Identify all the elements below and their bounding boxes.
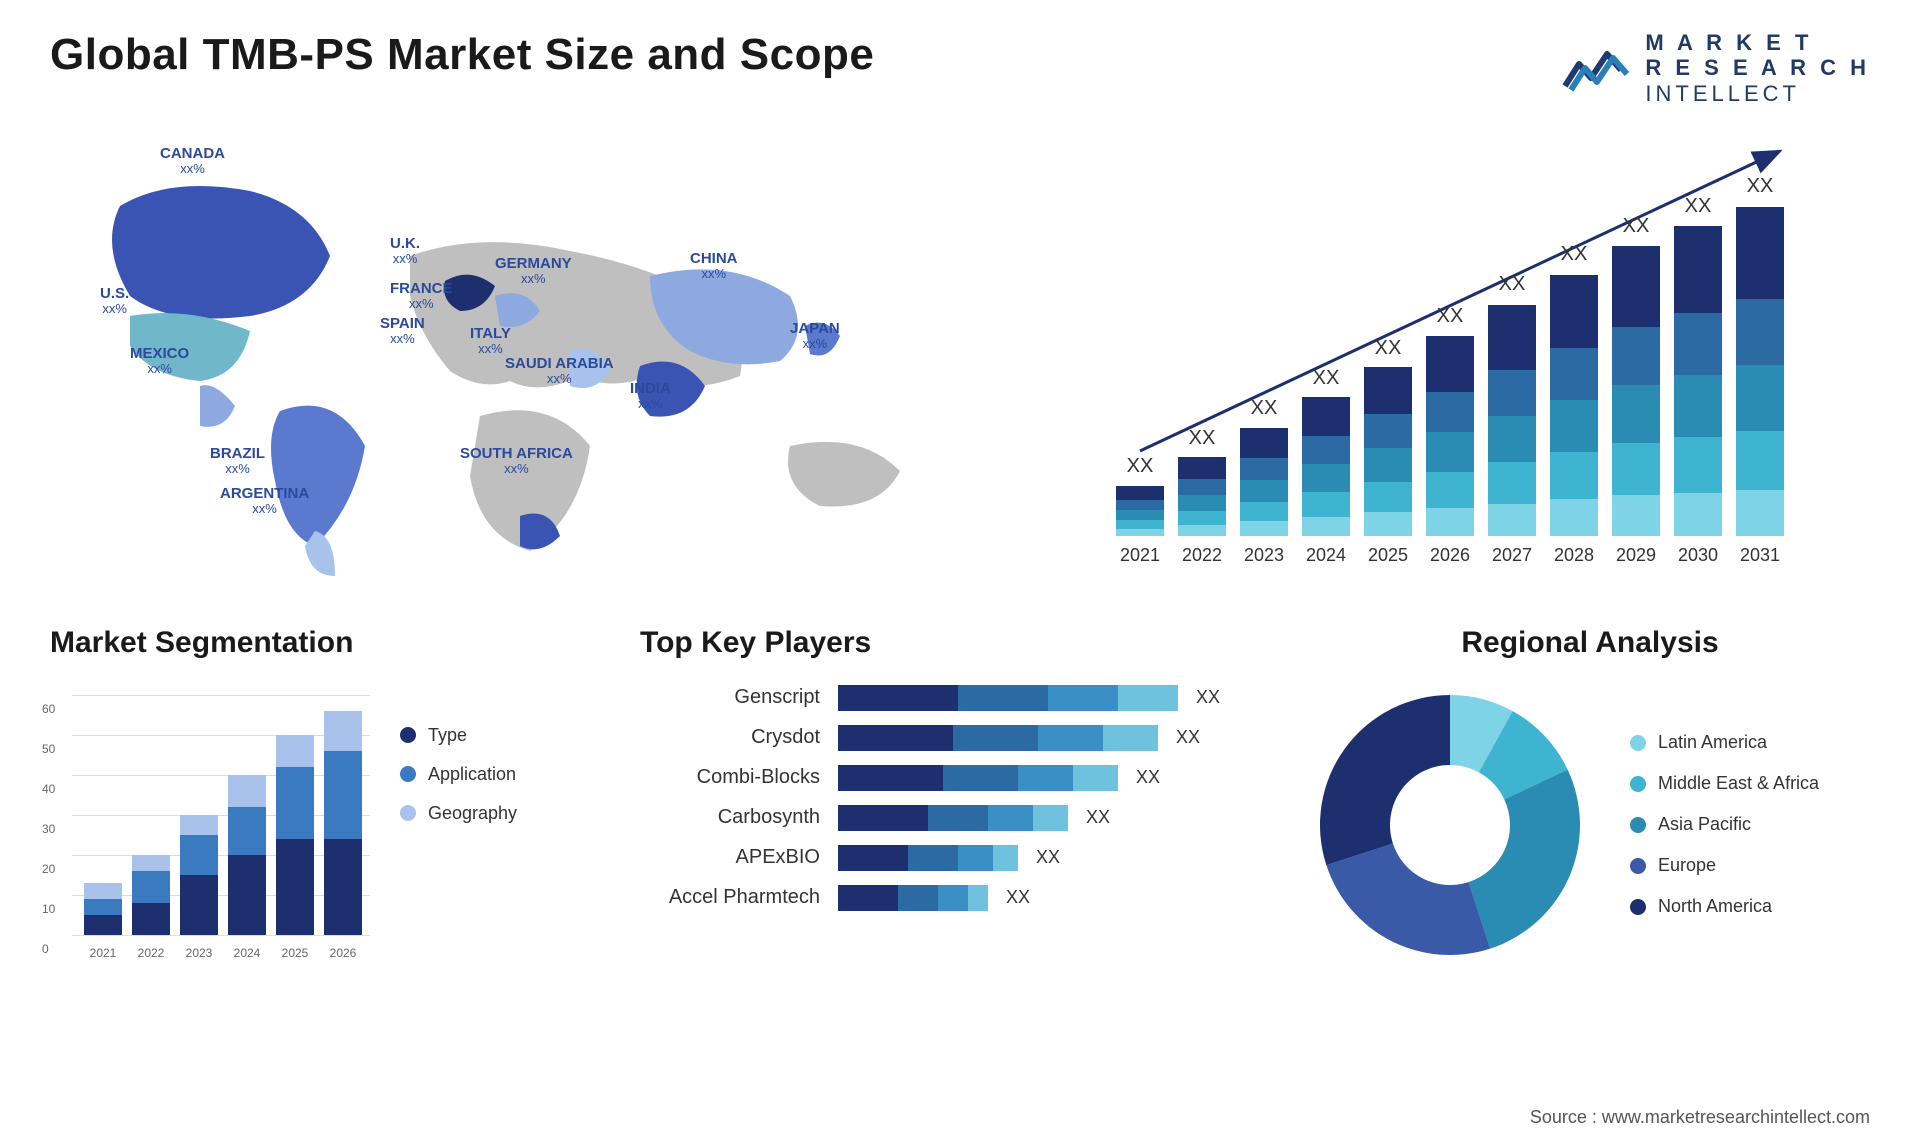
map-label-india: INDIAxx% xyxy=(630,381,671,412)
kp-row-apexbio: APExBIOXX xyxy=(640,845,1260,871)
growth-value-2027: XX xyxy=(1499,273,1526,296)
growth-bar-2030 xyxy=(1674,226,1722,536)
map-label-uk: U.K.xx% xyxy=(390,236,420,267)
growth-value-2029: XX xyxy=(1623,215,1650,238)
growth-bar-2028 xyxy=(1550,275,1598,536)
growth-year-2030: 2030 xyxy=(1678,545,1718,566)
growth-bar-2029 xyxy=(1612,246,1660,536)
donut-seg-europe xyxy=(1326,843,1490,954)
map-label-saudiarabia: SAUDI ARABIAxx% xyxy=(505,356,614,387)
reg-legend-northamerica: North America xyxy=(1630,896,1819,917)
growth-value-2026: XX xyxy=(1437,305,1464,328)
growth-value-2031: XX xyxy=(1747,175,1774,198)
growth-year-2028: 2028 xyxy=(1554,545,1594,566)
map-label-canada: CANADAxx% xyxy=(160,146,225,177)
logo-line1: M A R K E T xyxy=(1645,30,1870,55)
growth-value-2022: XX xyxy=(1189,427,1216,450)
growth-bar-2026 xyxy=(1426,336,1474,536)
seg-bar-2026 xyxy=(324,711,362,935)
growth-value-2028: XX xyxy=(1561,243,1588,266)
growth-value-2030: XX xyxy=(1685,195,1712,218)
growth-year-2021: 2021 xyxy=(1120,545,1160,566)
growth-bar-2025 xyxy=(1364,367,1412,536)
growth-year-2024: 2024 xyxy=(1306,545,1346,566)
seg-bar-2023 xyxy=(180,815,218,935)
growth-bar-2021 xyxy=(1116,486,1164,536)
segmentation-title: Market Segmentation xyxy=(50,626,590,660)
growth-value-2025: XX xyxy=(1375,337,1402,360)
growth-bar-2022 xyxy=(1178,457,1226,536)
growth-value-2024: XX xyxy=(1313,367,1340,390)
growth-bar-2031 xyxy=(1736,207,1784,536)
seg-bar-2021 xyxy=(84,883,122,935)
donut-seg-asiapacific xyxy=(1469,770,1580,949)
map-label-mexico: MEXICOxx% xyxy=(130,346,189,377)
seg-bar-2024 xyxy=(228,775,266,935)
kp-row-combiblocks: Combi-BlocksXX xyxy=(640,765,1260,791)
map-label-italy: ITALYxx% xyxy=(470,326,511,357)
segmentation-chart: 0102030405060202120222023202420252026 xyxy=(50,685,370,965)
regional-legend: Latin America Middle East & Africa Asia Pa… xyxy=(1630,732,1819,917)
growth-year-2029: 2029 xyxy=(1616,545,1656,566)
growth-bar-2023 xyxy=(1240,428,1288,536)
map-label-brazil: BRAZILxx% xyxy=(210,446,265,477)
kp-row-genscript: GenscriptXX xyxy=(640,685,1260,711)
key-players-title: Top Key Players xyxy=(640,626,1260,660)
reg-legend-europe: Europe xyxy=(1630,855,1819,876)
growth-bar-chart: 2021 2022 2023 2024 2025 2026 2027 2028 2029 2030… xyxy=(1010,136,1870,576)
growth-year-2026: 2026 xyxy=(1430,545,1470,566)
map-label-china: CHINAxx% xyxy=(690,251,738,282)
map-label-germany: GERMANYxx% xyxy=(495,256,572,287)
growth-year-2023: 2023 xyxy=(1244,545,1284,566)
growth-year-2025: 2025 xyxy=(1368,545,1408,566)
growth-value-2023: XX xyxy=(1251,397,1278,420)
world-map: CANADAxx% U.S.xx%MEXICOxx% BRAZILxx% ARGENT… xyxy=(50,136,950,576)
growth-year-2031: 2031 xyxy=(1740,545,1780,566)
regional-donut xyxy=(1310,685,1590,965)
map-label-us: U.S.xx% xyxy=(100,286,129,317)
logo-line2: R E S E A R C H xyxy=(1645,55,1870,80)
seg-bar-2025 xyxy=(276,735,314,935)
seg-legend-application: Application xyxy=(400,764,517,785)
growth-value-2021: XX xyxy=(1127,455,1154,478)
reg-legend-middleeastafrica: Middle East & Africa xyxy=(1630,773,1819,794)
regional-title: Regional Analysis xyxy=(1310,626,1870,660)
page-title: Global TMB-PS Market Size and Scope xyxy=(50,30,874,80)
kp-row-accelpharmtech: Accel PharmtechXX xyxy=(640,885,1260,911)
seg-bar-2022 xyxy=(132,855,170,935)
map-label-southafrica: SOUTH AFRICAxx% xyxy=(460,446,573,477)
brand-logo: M A R K E T R E S E A R C H INTELLECT xyxy=(1561,30,1870,106)
seg-legend-geography: Geography xyxy=(400,803,517,824)
donut-seg-northamerica xyxy=(1320,695,1450,865)
segmentation-legend: Type Application Geography xyxy=(400,685,517,824)
map-label-japan: JAPANxx% xyxy=(790,321,840,352)
logo-line3: INTELLECT xyxy=(1645,81,1870,106)
map-label-spain: SPAINxx% xyxy=(380,316,425,347)
growth-year-2022: 2022 xyxy=(1182,545,1222,566)
source-attribution: Source : www.marketresearchintellect.com xyxy=(1530,1107,1870,1128)
seg-legend-type: Type xyxy=(400,725,517,746)
key-players-chart: GenscriptXX CrysdotXX Combi-BlocksXX Carbos… xyxy=(640,685,1260,911)
growth-bar-2027 xyxy=(1488,305,1536,536)
growth-bar-2024 xyxy=(1302,397,1350,536)
kp-row-carbosynth: CarbosynthXX xyxy=(640,805,1260,831)
map-label-argentina: ARGENTINAxx% xyxy=(220,486,309,517)
reg-legend-asiapacific: Asia Pacific xyxy=(1630,814,1819,835)
map-label-france: FRANCExx% xyxy=(390,281,453,312)
reg-legend-latinamerica: Latin America xyxy=(1630,732,1819,753)
kp-row-crysdot: CrysdotXX xyxy=(640,725,1260,751)
growth-year-2027: 2027 xyxy=(1492,545,1532,566)
